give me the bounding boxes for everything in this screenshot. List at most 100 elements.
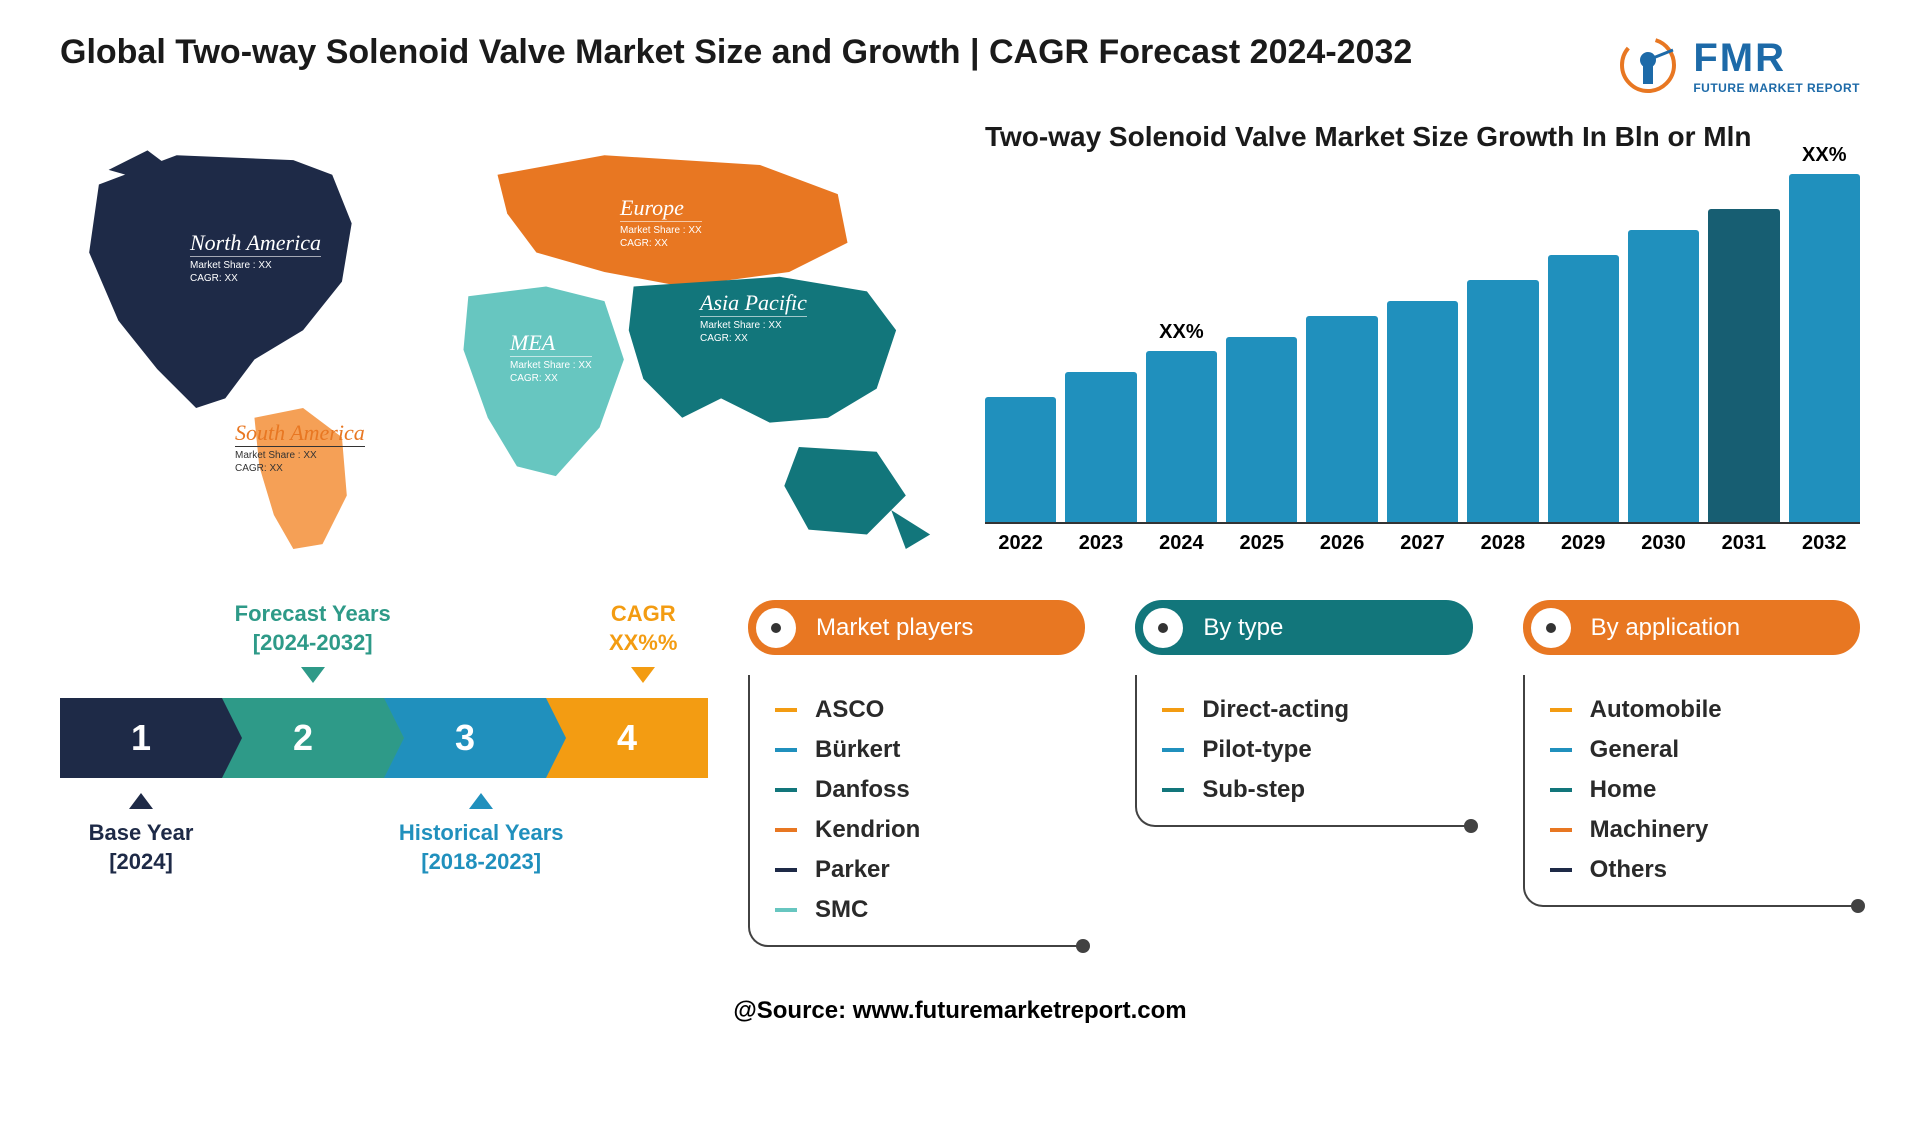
- top-section: North America Market Share : XXCAGR: XX …: [60, 120, 1860, 560]
- x-axis-label: 2031: [1708, 532, 1779, 555]
- x-axis-label: 2024: [1146, 532, 1217, 555]
- logo-sub-text: FUTURE MARKET REPORT: [1693, 81, 1860, 95]
- x-axis-label: 2029: [1548, 532, 1619, 555]
- x-axis-label: 2026: [1306, 532, 1377, 555]
- bar-chart: XX%XX% 202220232024202520262027202820292…: [985, 174, 1860, 554]
- header: Global Two-way Solenoid Valve Market Siz…: [60, 30, 1860, 100]
- category-header: By type: [1135, 600, 1472, 655]
- source-text: @Source: www.futuremarketreport.com: [60, 997, 1860, 1025]
- categories: Market players ASCO Bürkert Danfoss Kendrio…: [748, 600, 1860, 947]
- page-title: Global Two-way Solenoid Valve Market Siz…: [60, 30, 1412, 74]
- region-label-ap: Asia Pacific Market Share : XXCAGR: XX: [700, 290, 807, 345]
- category-item: SMC: [775, 890, 1085, 930]
- category-item: Direct-acting: [1162, 690, 1472, 730]
- category-item: General: [1550, 730, 1860, 770]
- category-item: Parker: [775, 850, 1085, 890]
- category-item-label: Sub-step: [1202, 776, 1305, 804]
- chart-bar: [1306, 316, 1377, 522]
- chart-bar: [985, 397, 1056, 521]
- list-marker-icon: [1162, 708, 1184, 712]
- region-label-mea: MEA Market Share : XXCAGR: XX: [510, 330, 592, 385]
- category-header: By application: [1523, 600, 1860, 655]
- bar-annotation: XX%: [1159, 321, 1203, 344]
- chart-bar: [1548, 255, 1619, 521]
- x-axis-label: 2032: [1789, 532, 1860, 555]
- chart-bar: [1065, 372, 1136, 521]
- category-item: Danfoss: [775, 770, 1085, 810]
- category-item-label: Direct-acting: [1202, 696, 1349, 724]
- timeline-segment: 3: [384, 698, 546, 778]
- historical-label: Historical Years [2018-2023]: [384, 793, 578, 876]
- logo-main-text: FMR: [1693, 36, 1860, 81]
- timeline-segment: 2: [222, 698, 384, 778]
- arrow-up-icon: [631, 667, 655, 683]
- list-marker-icon: [1550, 788, 1572, 792]
- list-marker-icon: [1550, 868, 1572, 872]
- category-item-label: Home: [1590, 776, 1657, 804]
- chart-bar: [1387, 301, 1458, 521]
- category-item-label: Kendrion: [815, 816, 920, 844]
- category-item: Machinery: [1550, 810, 1860, 850]
- list-marker-icon: [1550, 828, 1572, 832]
- region-label-na: North America Market Share : XXCAGR: XX: [190, 230, 321, 285]
- category-item: Bürkert: [775, 730, 1085, 770]
- x-axis-label: 2030: [1628, 532, 1699, 555]
- category-item: Home: [1550, 770, 1860, 810]
- x-axis-label: 2025: [1226, 532, 1297, 555]
- timeline-segment: 1: [60, 698, 222, 778]
- list-marker-icon: [775, 788, 797, 792]
- x-axis-label: 2023: [1065, 532, 1136, 555]
- list-marker-icon: [775, 748, 797, 752]
- list-marker-icon: [1550, 748, 1572, 752]
- world-map: North America Market Share : XXCAGR: XX …: [60, 120, 935, 560]
- category-item-label: ASCO: [815, 696, 884, 724]
- category-market-players: Market players ASCO Bürkert Danfoss Kendrio…: [748, 600, 1085, 947]
- category-item-label: SMC: [815, 896, 868, 924]
- bar-annotation: XX%: [1802, 144, 1846, 167]
- arrow-down-icon: [469, 793, 493, 809]
- logo-icon: [1613, 30, 1683, 100]
- category-item-label: Parker: [815, 856, 890, 884]
- timeline-section: Forecast Years [2024-2032] CAGR XX%% 123…: [60, 600, 708, 947]
- category-item-label: Danfoss: [815, 776, 910, 804]
- chart-bar: [1226, 337, 1297, 522]
- region-label-eu: Europe Market Share : XXCAGR: XX: [620, 195, 702, 250]
- list-marker-icon: [775, 868, 797, 872]
- category-item-label: Automobile: [1590, 696, 1722, 724]
- category-item-label: Pilot-type: [1202, 736, 1311, 764]
- logo: FMR FUTURE MARKET REPORT: [1613, 30, 1860, 100]
- list-marker-icon: [775, 708, 797, 712]
- bar-chart-section: Two-way Solenoid Valve Market Size Growt…: [965, 120, 1860, 560]
- bottom-section: Forecast Years [2024-2032] CAGR XX%% 123…: [60, 600, 1860, 947]
- x-axis-label: 2028: [1467, 532, 1538, 555]
- chart-bar: [1628, 230, 1699, 521]
- chart-bar: [1708, 209, 1779, 521]
- arrow-down-icon: [129, 793, 153, 809]
- list-marker-icon: [1550, 708, 1572, 712]
- chart-bar: [1467, 280, 1538, 521]
- timeline-segment: 4: [546, 698, 708, 778]
- timeline-bar: 1234: [60, 698, 708, 778]
- category-item: Pilot-type: [1162, 730, 1472, 770]
- list-marker-icon: [775, 908, 797, 912]
- category-item-label: Others: [1590, 856, 1667, 884]
- region-label-sa: South America Market Share : XXCAGR: XX: [235, 420, 365, 475]
- category-header: Market players: [748, 600, 1085, 655]
- category-item: Kendrion: [775, 810, 1085, 850]
- x-axis-label: 2022: [985, 532, 1056, 555]
- category-item-label: General: [1590, 736, 1679, 764]
- list-marker-icon: [775, 828, 797, 832]
- category-item-label: Machinery: [1590, 816, 1709, 844]
- chart-bar: XX%: [1146, 351, 1217, 521]
- list-marker-icon: [1162, 748, 1184, 752]
- base-year-label: Base Year [2024]: [60, 793, 222, 876]
- category-item: ASCO: [775, 690, 1085, 730]
- category-item-label: Bürkert: [815, 736, 900, 764]
- category-item: Automobile: [1550, 690, 1860, 730]
- cagr-label: CAGR XX%%: [578, 600, 708, 683]
- forecast-label: Forecast Years [2024-2032]: [216, 600, 410, 683]
- chart-bar: XX%: [1789, 174, 1860, 522]
- list-marker-icon: [1162, 788, 1184, 792]
- category-item: Sub-step: [1162, 770, 1472, 810]
- chart-title: Two-way Solenoid Valve Market Size Growt…: [985, 120, 1860, 154]
